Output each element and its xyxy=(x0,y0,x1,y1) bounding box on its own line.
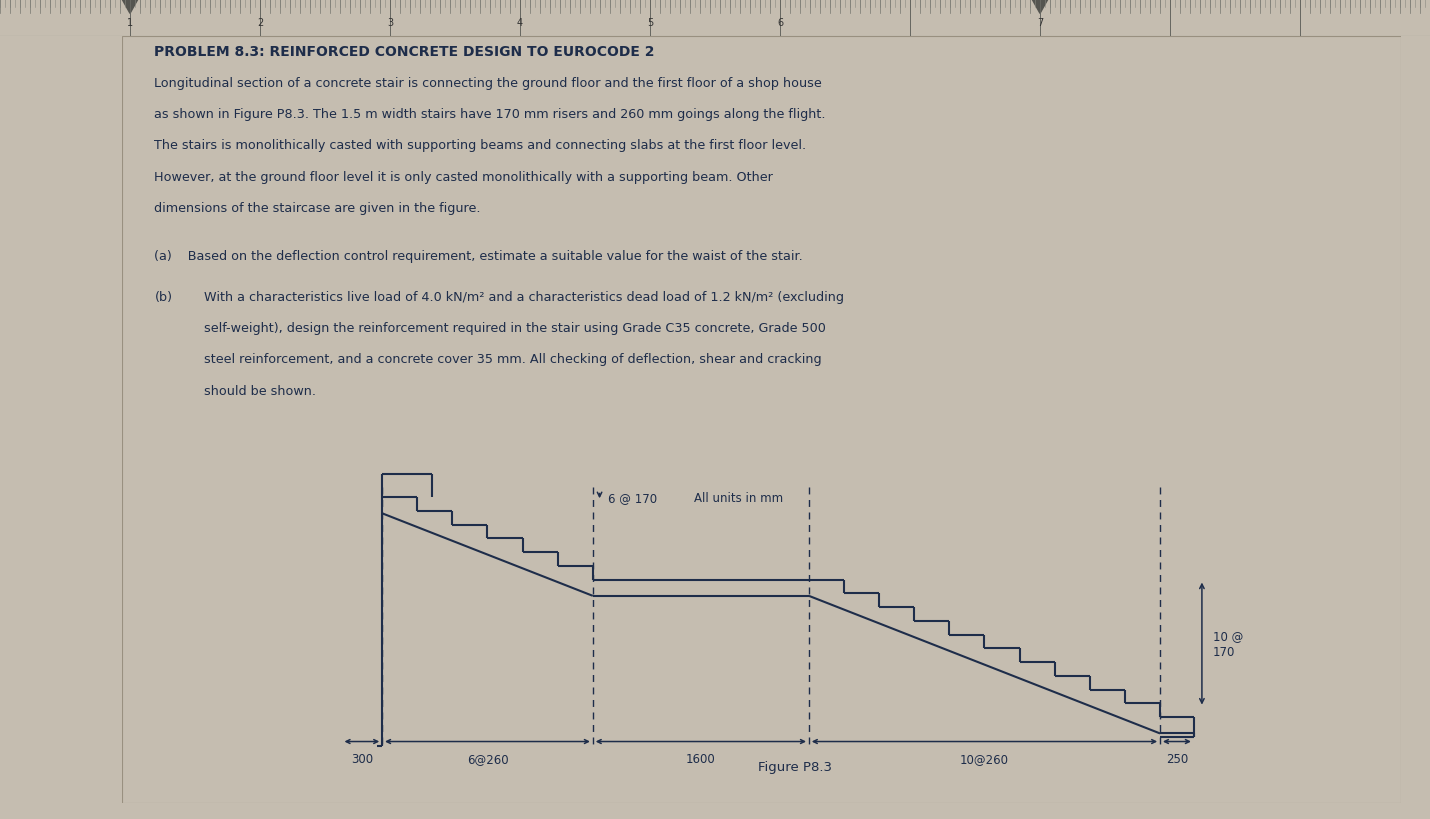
Text: 250: 250 xyxy=(1165,752,1188,765)
Text: 1: 1 xyxy=(127,17,133,28)
Text: 5: 5 xyxy=(646,17,654,28)
Text: 3: 3 xyxy=(388,17,393,28)
Text: dimensions of the staircase are given in the figure.: dimensions of the staircase are given in… xyxy=(154,201,480,215)
Text: (a)    Based on the deflection control requirement, estimate a suitable value fo: (a) Based on the deflection control requ… xyxy=(154,250,804,263)
Text: 4: 4 xyxy=(516,17,523,28)
Text: 2: 2 xyxy=(257,17,263,28)
Text: PROBLEM 8.3: REINFORCED CONCRETE DESIGN TO EUROCODE 2: PROBLEM 8.3: REINFORCED CONCRETE DESIGN … xyxy=(154,45,655,59)
Text: 10@260: 10@260 xyxy=(960,752,1010,765)
Text: However, at the ground floor level it is only casted monolithically with a suppo: However, at the ground floor level it is… xyxy=(154,170,774,183)
Text: steel reinforcement, and a concrete cover 35 mm. All checking of deflection, she: steel reinforcement, and a concrete cove… xyxy=(204,353,822,366)
Polygon shape xyxy=(1032,0,1048,14)
Text: With a characteristics live load of 4.0 kN/m² and a characteristics dead load of: With a characteristics live load of 4.0 … xyxy=(204,291,845,304)
Text: (b): (b) xyxy=(154,291,173,304)
Text: 1600: 1600 xyxy=(686,752,716,765)
Text: 300: 300 xyxy=(350,752,373,765)
Text: self-weight), design the reinforcement required in the stair using Grade C35 con: self-weight), design the reinforcement r… xyxy=(204,322,827,335)
Text: The stairs is monolithically casted with supporting beams and connecting slabs a: The stairs is monolithically casted with… xyxy=(154,139,807,152)
Text: Figure P8.3: Figure P8.3 xyxy=(758,760,832,773)
Text: as shown in Figure P8.3. The 1.5 m width stairs have 170 mm risers and 260 mm go: as shown in Figure P8.3. The 1.5 m width… xyxy=(154,108,827,121)
Polygon shape xyxy=(122,0,139,14)
Text: 6: 6 xyxy=(776,17,784,28)
Text: All units in mm: All units in mm xyxy=(694,492,784,505)
Text: 10 @
170: 10 @ 170 xyxy=(1213,629,1243,658)
Text: 6@260: 6@260 xyxy=(466,752,508,765)
Text: Longitudinal section of a concrete stair is connecting the ground floor and the : Longitudinal section of a concrete stair… xyxy=(154,77,822,90)
Text: 6 @ 170: 6 @ 170 xyxy=(608,492,656,505)
Text: 7: 7 xyxy=(1037,17,1042,28)
Text: should be shown.: should be shown. xyxy=(204,384,316,397)
